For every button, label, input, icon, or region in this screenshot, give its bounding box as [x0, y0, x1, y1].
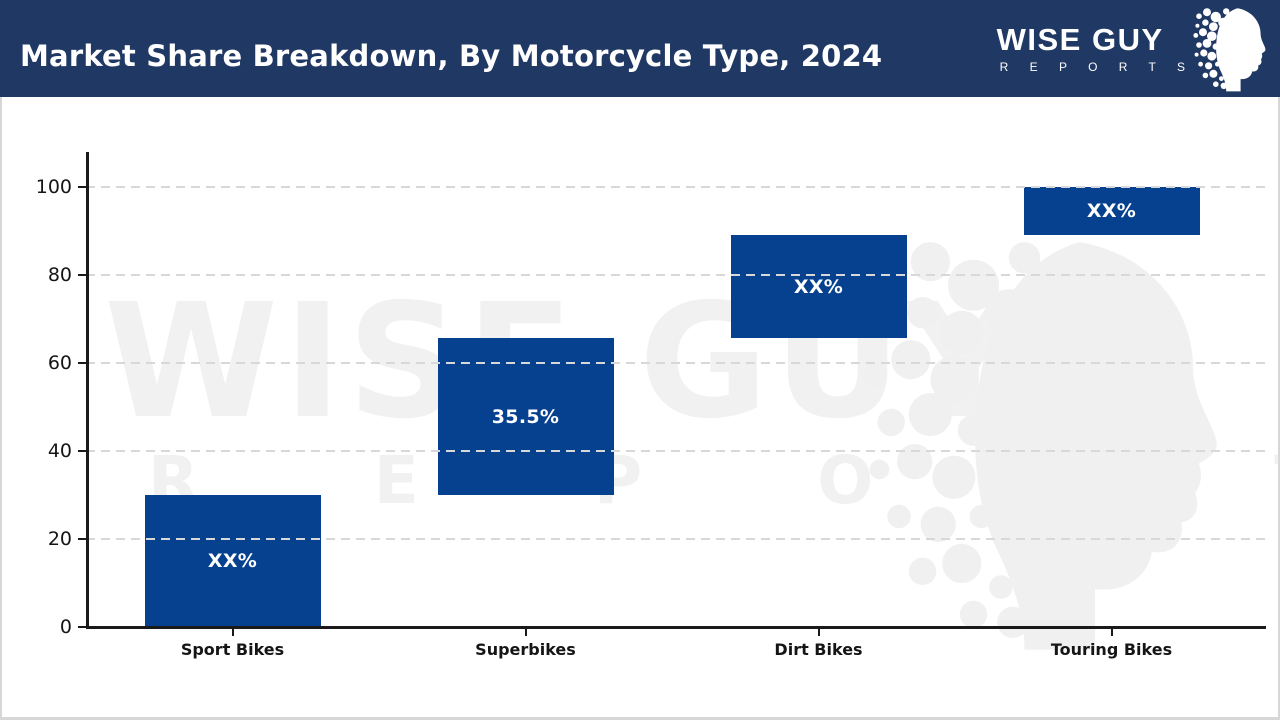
x-tick-3	[1110, 629, 1113, 636]
x-category-label: Superbikes	[475, 640, 576, 659]
bar-sport-bikes: XX%	[144, 494, 321, 627]
x-tick-1	[524, 629, 527, 636]
y-tick-label-80: 80	[47, 263, 72, 286]
brand-name: WISE GUY	[996, 22, 1164, 57]
watermark-head-icon	[863, 242, 1217, 650]
x-category-label: Sport Bikes	[180, 640, 285, 659]
brand-logo: WISE GUY R E P O R T S	[997, 4, 1272, 94]
bar-touring-bikes: XX%	[1023, 186, 1200, 235]
gridline-80	[86, 273, 1266, 276]
x-tick-0	[231, 629, 234, 636]
figure-border-bottom	[0, 717, 1280, 720]
y-tick-40	[78, 449, 86, 452]
bar-value-label: 35.5%	[491, 405, 560, 428]
y-tick-label-100: 100	[35, 175, 72, 198]
gridline-40	[86, 449, 1266, 452]
x-tick-2	[817, 629, 820, 636]
x-axis-line	[86, 626, 1266, 629]
x-category-label: Touring Bikes	[1050, 640, 1173, 659]
gridline-60	[86, 361, 1266, 364]
gridline-100	[86, 185, 1266, 188]
y-tick-60	[78, 361, 86, 364]
bar-dirt-bikes: XX%	[730, 234, 907, 339]
bar-value-label: XX%	[1086, 199, 1137, 222]
x-category-label: Dirt Bikes	[774, 640, 863, 659]
y-tick-100	[78, 185, 86, 188]
page-title: Market Share Breakdown, By Motorcycle Ty…	[20, 38, 883, 73]
figure-border-right	[1278, 97, 1280, 720]
y-tick-label-40: 40	[47, 439, 72, 462]
y-tick-label-60: 60	[47, 351, 72, 374]
bar-value-label: XX%	[793, 275, 844, 298]
gridline-20	[86, 537, 1266, 540]
figure-border-left	[0, 97, 2, 720]
bar-superbikes: 35.5%	[437, 338, 614, 495]
y-tick-80	[78, 273, 86, 276]
brand-subtitle: R E P O R T S	[999, 60, 1194, 74]
bar-value-label: XX%	[207, 549, 258, 572]
y-tick-20	[78, 537, 86, 540]
y-tick-label-0: 0	[59, 616, 72, 638]
brand-wordmark: WISE GUY R E P O R T S	[997, 23, 1194, 75]
y-axis-line	[86, 152, 89, 629]
header: Market Share Breakdown, By Motorcycle Ty…	[0, 0, 1280, 97]
y-tick-0	[78, 626, 86, 628]
y-tick-label-20: 20	[47, 527, 72, 550]
